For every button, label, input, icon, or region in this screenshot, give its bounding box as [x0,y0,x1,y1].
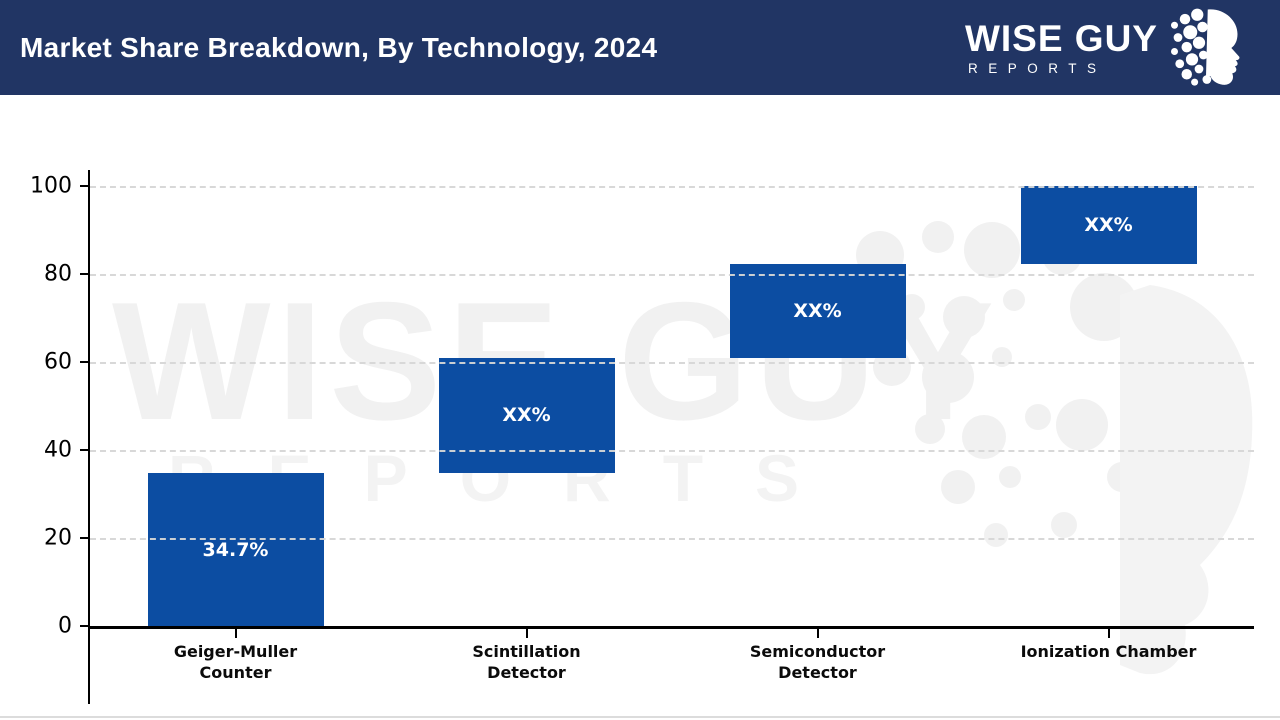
y-tick-mark [80,361,88,363]
logo-subtext: REPORTS [967,60,1107,76]
y-tick-mark [80,273,88,275]
header-bar: Market Share Breakdown, By Technology, 2… [0,0,1280,95]
x-tick-mark [525,629,528,638]
y-tick-mark [80,625,88,627]
bar-segment [1020,186,1197,264]
y-tick-label: 0 [58,613,72,639]
x-category-label: Scintillation Detector [472,642,581,682]
y-tick-label: 40 [44,437,72,463]
x-axis [88,626,1254,629]
y-tick-label: 80 [44,261,72,287]
bottom-hairline [0,716,1280,718]
bar-segment [147,473,324,626]
page-title: Market Share Breakdown, By Technology, 2… [20,31,658,63]
gridline-80 [90,274,1254,276]
bar-value-label: XX% [793,299,842,322]
y-tick-label: 20 [44,525,72,551]
y-tick-mark [80,537,88,539]
logo-head-icon [1171,8,1240,86]
x-tick-mark [816,629,819,638]
bar-segment [438,357,615,474]
gridline-100 [90,186,1254,188]
x-tick-mark [234,629,237,638]
chart-area: WISE GUY REPORTS 0 20 40 60 80 100 34.7% XX% XX… [0,95,1280,715]
logo-text: WISE GUY REPORTS [965,20,1158,76]
y-axis [88,170,90,704]
gridline-60 [90,362,1254,364]
x-tick-mark [1107,629,1110,638]
gridline-40 [90,450,1254,452]
y-tick-mark [80,449,88,451]
x-category-label: Geiger-Muller Counter [173,642,298,682]
y-tick-mark [80,185,88,187]
logo-wordmark: WISE GUY [964,17,1158,59]
gridline-20 [90,538,1254,540]
bar-value-label: 34.7% [202,538,269,561]
y-tick-label: 60 [44,349,72,375]
bar-segment [729,263,906,358]
bar-value-label: XX% [1084,213,1133,236]
y-tick-label: 100 [30,173,72,199]
bar-value-label: XX% [502,404,551,427]
x-category-label: Ionization Chamber [1020,642,1197,661]
x-category-label: Semiconductor Detector [749,642,886,682]
wiseguy-logo: WISE GUY REPORTS [965,6,1252,90]
